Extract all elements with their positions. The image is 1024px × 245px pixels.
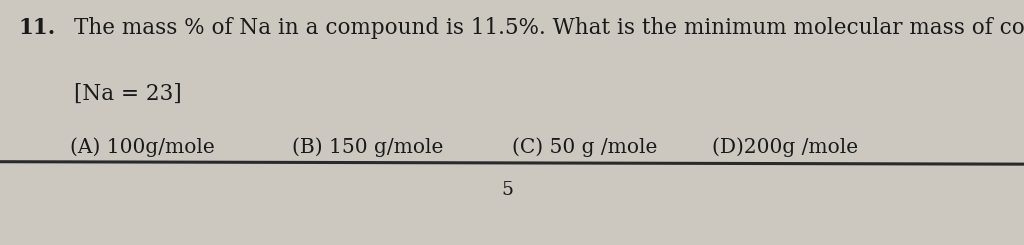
Text: 5: 5 <box>501 181 513 199</box>
Text: (A) 100g/mole: (A) 100g/mole <box>70 137 214 157</box>
Text: (D)200g /mole: (D)200g /mole <box>712 137 858 157</box>
Text: 11.: 11. <box>18 17 55 39</box>
Text: (C) 50 g /mole: (C) 50 g /mole <box>512 137 657 157</box>
Text: (B) 150 g/mole: (B) 150 g/mole <box>292 137 443 157</box>
Text: [Na = 23]: [Na = 23] <box>74 83 181 105</box>
Text: The mass % of Na in a compound is 11.5%. What is the minimum molecular mass of c: The mass % of Na in a compound is 11.5%.… <box>74 17 1024 39</box>
